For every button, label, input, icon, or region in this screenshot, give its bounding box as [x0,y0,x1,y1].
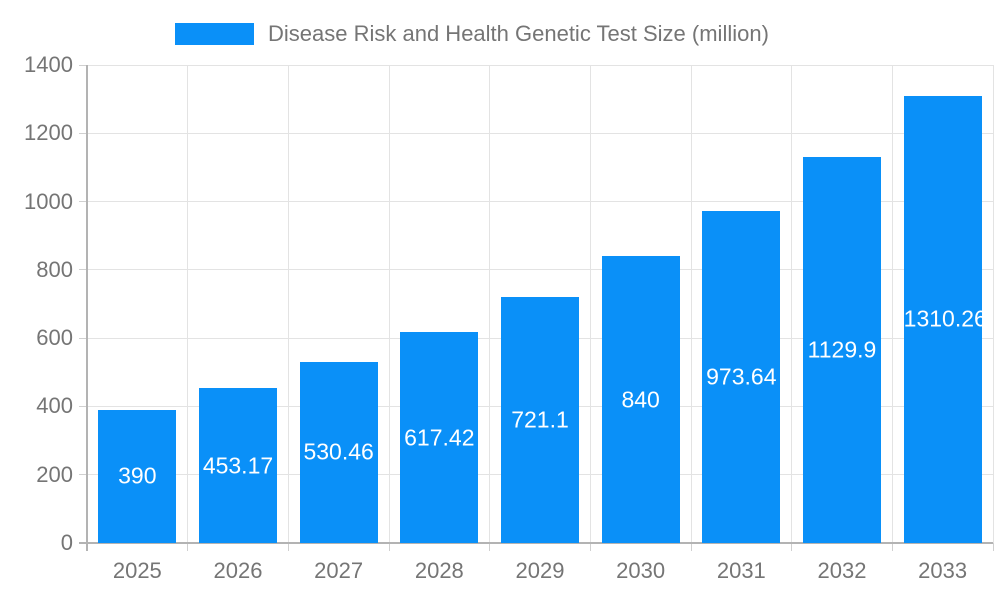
gridline-vertical [791,65,793,543]
bar: 390 [98,409,177,543]
x-tick-label: 2031 [716,558,766,583]
x-axis-tick [690,543,692,551]
bar: 973.64 [702,210,781,543]
x-axis-tick [489,543,491,551]
x-tick-label: 2029 [515,558,565,583]
bar-value-label: 1129.9 [807,336,877,363]
gridline-vertical [891,65,893,543]
y-axis-tick [79,474,87,476]
bar-value-label: 1310.26 [903,305,982,332]
x-tick-label: 2033 [918,558,968,583]
gridline-horizontal [87,132,993,134]
y-tick-label: 200 [36,461,73,487]
x-axis-tick [187,543,189,551]
gridline-horizontal [87,201,993,203]
gridline-horizontal [87,269,993,271]
bar: 617.42 [400,332,479,543]
bar: 1310.26 [903,95,982,543]
gridline-vertical [489,65,491,543]
y-tick-label: 400 [36,393,73,419]
x-axis-tick [388,543,390,551]
gridline-vertical [690,65,692,543]
bar: 721.1 [501,296,579,543]
y-tick-label: 1000 [24,188,73,214]
y-axis-tick [79,132,87,134]
y-tick-label: 800 [36,256,73,282]
y-tick-label: 600 [36,325,73,351]
gridline-horizontal [87,64,993,66]
bar-value-label: 973.64 [706,363,777,390]
y-tick-label: 0 [60,530,73,555]
y-axis-tick [79,269,87,271]
x-tick-label: 2030 [616,558,666,583]
x-axis-tick [287,543,289,551]
x-axis-tick [791,543,793,551]
bar-value-label: 617.42 [404,424,475,451]
bar: 1129.9 [803,157,881,543]
x-tick-label: 2032 [817,558,867,583]
bar-value-label: 453.17 [202,452,274,479]
y-axis-tick [79,337,87,339]
y-axis-tick [79,64,87,66]
bar-value-label: 721.1 [511,406,569,433]
y-axis-tick [79,405,87,407]
gridline-vertical [287,65,289,543]
x-tick-label: 2028 [414,558,464,583]
bar-value-label: 390 [118,462,157,489]
y-tick-label: 1400 [24,52,73,77]
bar-value-label: 530.46 [303,438,374,465]
x-axis-line [79,542,993,544]
bar: 453.17 [199,388,277,543]
y-axis-tick [79,201,87,203]
legend-label: Disease Risk and Health Genetic Test Siz… [268,21,769,46]
bar-value-label: 840 [621,386,660,413]
bar: 530.46 [299,361,378,543]
x-axis-tick [891,543,893,551]
y-axis-line [86,65,88,551]
chart-legend[interactable]: Disease Risk and Health Genetic Test Siz… [175,21,769,47]
gridline-vertical [388,65,390,543]
x-tick-label: 2027 [314,558,364,583]
x-axis-tick [992,543,994,551]
gridline-vertical [992,65,994,543]
x-axis-tick [589,543,591,551]
gridline-vertical [187,65,189,543]
legend-swatch [175,23,254,45]
x-tick-label: 2026 [213,558,263,583]
x-tick-label: 2025 [112,558,162,583]
bar: 840 [601,256,680,543]
y-tick-label: 1200 [24,120,73,146]
gridline-vertical [589,65,591,543]
